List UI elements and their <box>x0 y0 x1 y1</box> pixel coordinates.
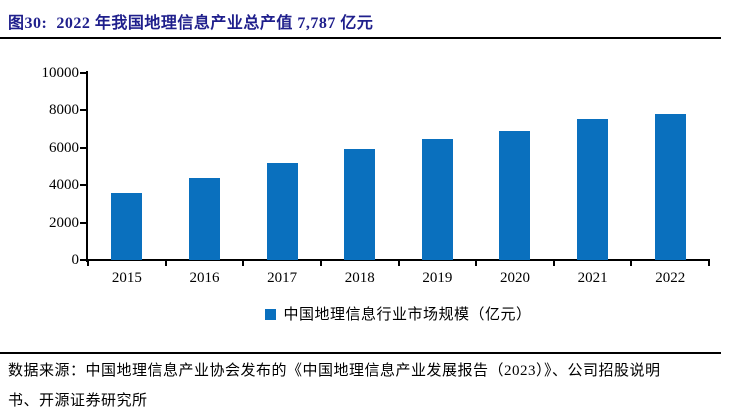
x-tick <box>87 260 89 266</box>
bar <box>266 163 298 260</box>
x-tick <box>708 260 710 266</box>
source-line-1: 数据来源：中国地理信息产业协会发布的《中国地理信息产业发展报告（2023）》、公… <box>8 363 661 379</box>
figure-title: 图30: 2022 年我国地理信息产业总产值 7,787 亿元 <box>8 15 374 32</box>
x-axis-label: 2021 <box>577 270 608 286</box>
bar <box>654 114 686 260</box>
y-axis-label: 4000 <box>49 177 79 194</box>
x-tick <box>242 260 245 266</box>
y-tick <box>80 221 86 224</box>
x-axis-label: 2018 <box>344 270 375 286</box>
bar <box>111 192 143 260</box>
source-line-2: 书、开源证券研究所 <box>8 393 148 409</box>
y-tick <box>80 109 86 112</box>
y-axis <box>86 71 88 262</box>
y-tick <box>80 184 86 187</box>
source-divider <box>0 352 721 354</box>
x-tick <box>630 260 633 266</box>
bar <box>421 138 453 260</box>
x-tick <box>319 260 322 266</box>
x-axis-label: 2017 <box>267 270 298 286</box>
y-axis-label: 2000 <box>49 214 79 231</box>
y-tick <box>80 72 86 74</box>
x-axis-label: 2019 <box>422 270 453 286</box>
legend-label: 中国地理信息行业市场规模（亿元） <box>283 307 532 323</box>
data-source: 数据来源：中国地理信息产业协会发布的《中国地理信息产业发展报告（2023）》、公… <box>8 356 726 416</box>
x-axis-label: 2022 <box>655 270 686 286</box>
x-tick <box>475 260 478 266</box>
bar <box>577 119 609 260</box>
legend-marker <box>265 309 277 320</box>
y-axis-label: 6000 <box>49 139 79 156</box>
x-tick <box>164 260 167 266</box>
x-tick <box>397 260 400 266</box>
y-axis-label: 10000 <box>41 65 80 81</box>
chart-legend: 中国地理信息行业市场规模（亿元） <box>88 303 709 324</box>
x-tick <box>552 260 555 266</box>
x-axis-label: 2016 <box>189 270 220 286</box>
x-axis-label: 2015 <box>111 270 142 286</box>
y-axis-label: 8000 <box>49 102 79 119</box>
y-tick <box>80 146 86 149</box>
y-axis-label: 0 <box>71 252 80 268</box>
bar <box>499 131 531 260</box>
bar <box>188 178 220 260</box>
y-tick <box>80 259 86 261</box>
bar <box>344 148 376 260</box>
x-axis-label: 2020 <box>499 270 530 286</box>
title-divider <box>0 37 721 39</box>
